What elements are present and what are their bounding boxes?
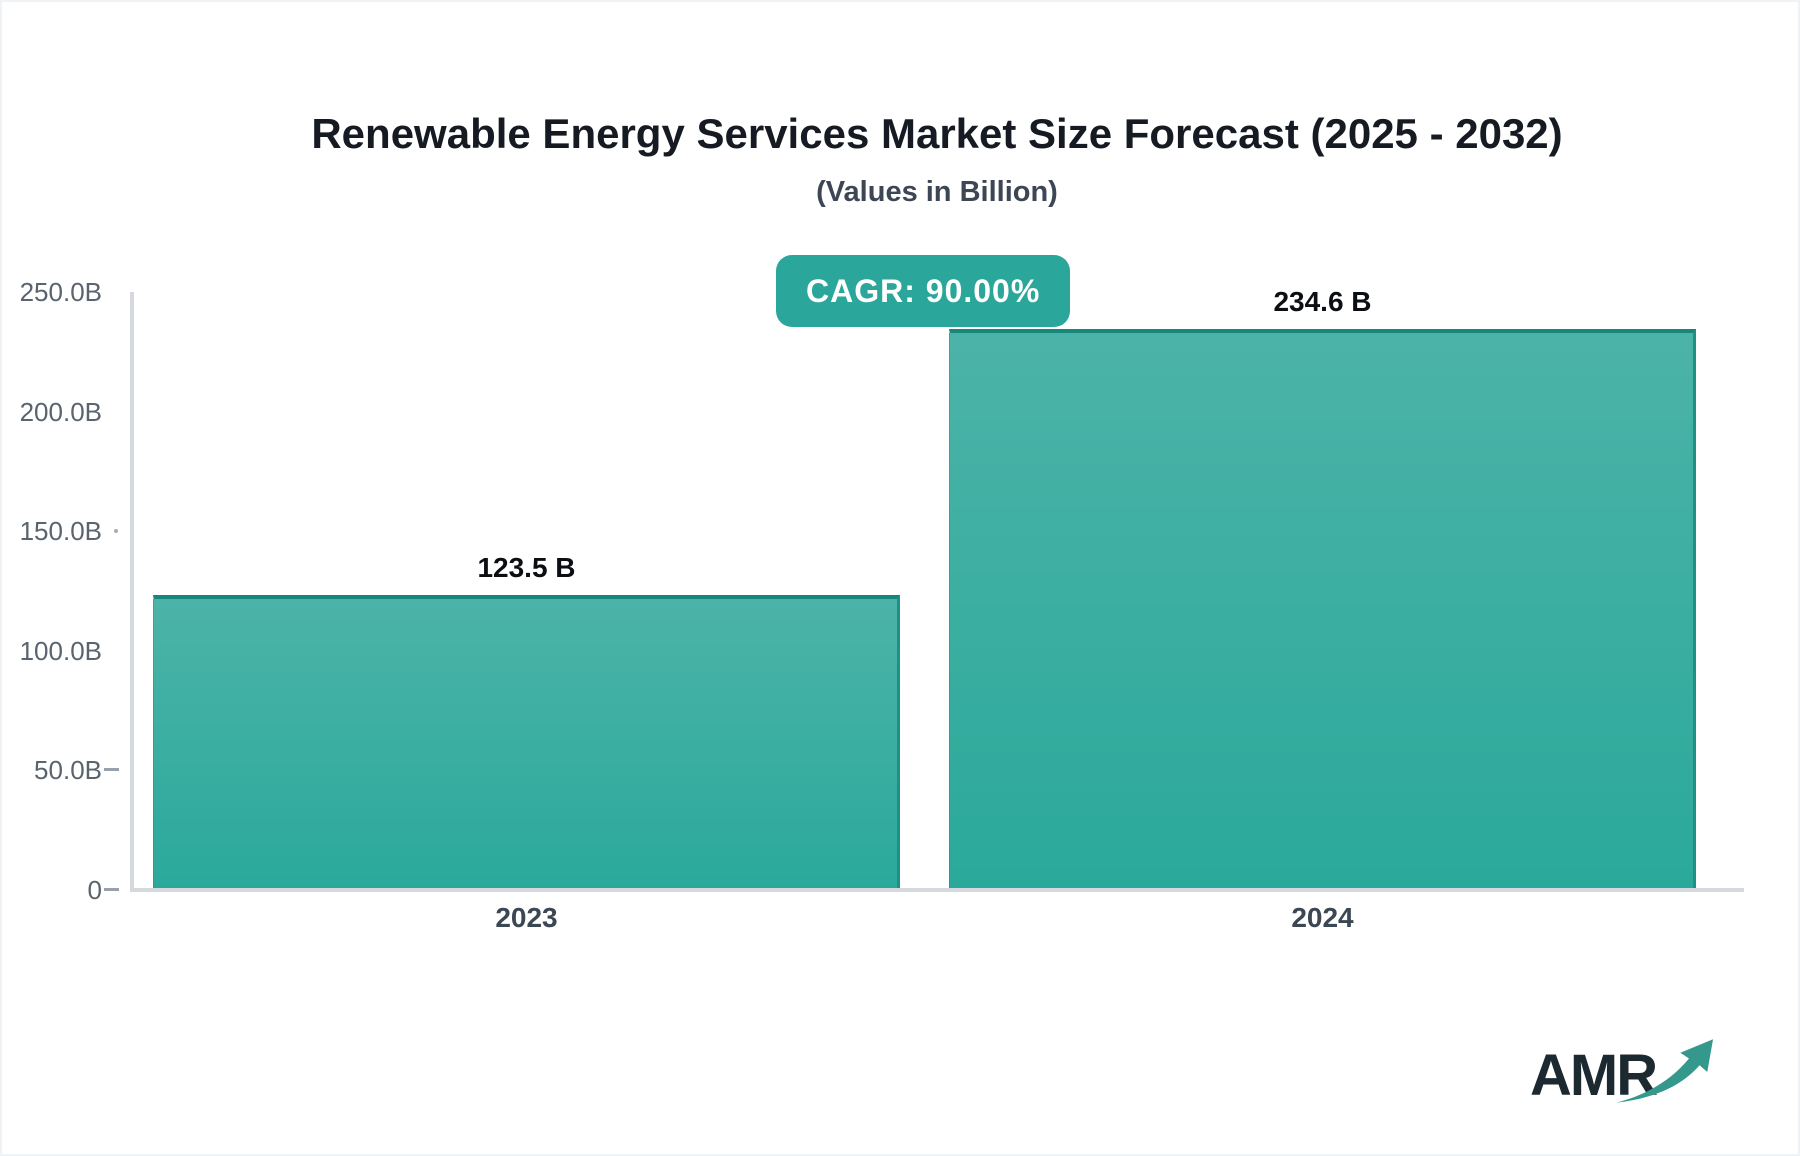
bar-value-label: 234.6 B (1273, 286, 1372, 317)
y-tick-mark (104, 888, 119, 891)
cagr-badge-label: CAGR: 90.00% (806, 272, 1041, 309)
bar-2023 (153, 595, 900, 890)
y-tick-label: 250.0B (19, 277, 102, 307)
x-axis-line (130, 888, 1744, 892)
bar-value-label: 123.5 B (477, 552, 576, 583)
y-tick-label: 0 (87, 875, 102, 905)
chart-header: Renewable Energy Services Market Size Fo… (130, 110, 1744, 209)
x-category-label: 2023 (495, 902, 558, 933)
x-category-label: 2024 (1291, 902, 1354, 933)
chart-title: Renewable Energy Services Market Size Fo… (311, 110, 1563, 157)
cagr-badge: CAGR: 90.00% (776, 255, 1071, 327)
amr-logo: AMR (1530, 1039, 1720, 1120)
y-tick-mark (104, 768, 119, 772)
y-tick-label: 150.0B (19, 516, 102, 547)
y-axis-line (130, 292, 134, 892)
y-tick-mark (114, 529, 118, 534)
growth-arrow-icon (1615, 1039, 1714, 1103)
chart-subtitle: (Values in Billion) (816, 176, 1058, 208)
y-tick-label: 100.0B (19, 635, 102, 666)
y-tick-label: 50.0B (34, 755, 102, 786)
y-tick-label: 200.0B (19, 396, 102, 427)
bar-2024 (949, 329, 1696, 890)
